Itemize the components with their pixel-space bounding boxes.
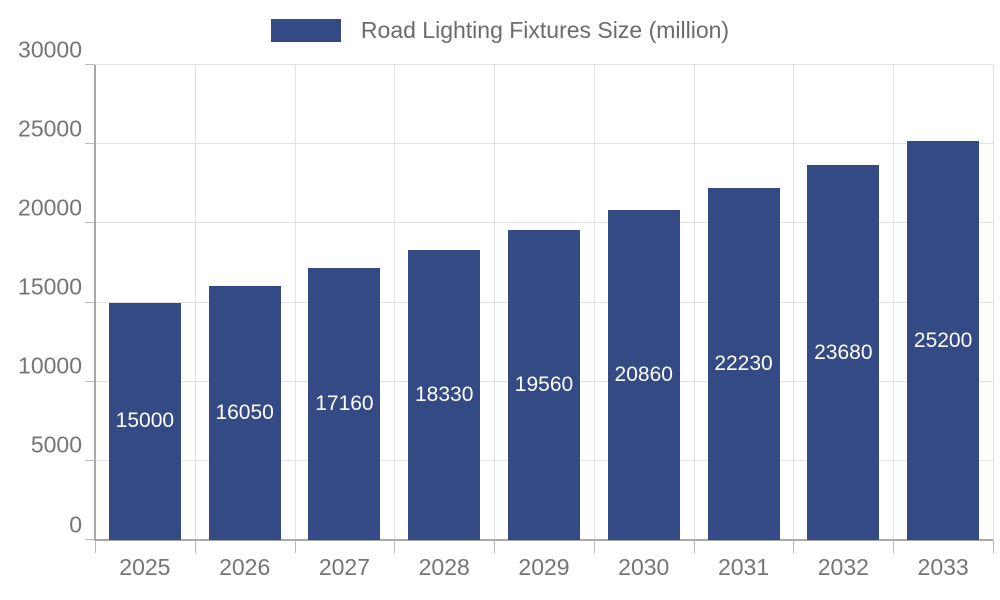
h-gridline — [95, 143, 993, 145]
y-axis-line — [94, 65, 96, 540]
x-axis-tick — [494, 540, 496, 553]
v-gridline — [593, 65, 595, 540]
y-axis-tick — [85, 539, 95, 540]
bar-value-label: 22230 — [714, 352, 773, 376]
bar-2025[interactable] — [108, 302, 181, 540]
y-axis-tick-label: 25000 — [18, 115, 82, 142]
y-axis-tick-label: 30000 — [18, 36, 82, 62]
bar-value-label: 25200 — [913, 328, 973, 352]
x-axis-tick-label: 2032 — [817, 554, 869, 580]
v-gridline — [793, 65, 795, 540]
y-axis-tick-label: 5000 — [30, 431, 82, 458]
x-axis-tick-label: 2026 — [219, 554, 271, 580]
v-gridline — [494, 65, 496, 540]
x-axis-tick — [893, 540, 895, 553]
x-axis-tick — [194, 540, 196, 553]
x-axis-tick-label: 2028 — [418, 554, 470, 580]
y-axis-tick — [85, 380, 95, 382]
x-axis-tick-label: 2027 — [318, 554, 371, 580]
bar-2029[interactable] — [508, 230, 580, 540]
v-gridline — [993, 65, 994, 540]
y-axis-tick — [85, 459, 95, 461]
x-axis-tick-label: 2031 — [717, 554, 770, 580]
x-axis-tick-label: 2033 — [917, 554, 969, 580]
x-axis-line — [94, 539, 993, 541]
bar-2030[interactable] — [607, 209, 680, 540]
bar-2026[interactable] — [208, 285, 281, 540]
x-axis-tick-label: 2025 — [119, 554, 171, 580]
x-axis-tick — [294, 540, 296, 553]
y-axis-tick — [85, 222, 95, 224]
y-axis-tick-label: 15000 — [18, 273, 82, 300]
y-axis-tick — [85, 301, 95, 303]
x-axis-tick — [95, 540, 96, 553]
bar-value-label: 18330 — [415, 382, 474, 406]
bar-value-label: 16050 — [215, 400, 274, 424]
y-axis-tick — [85, 64, 95, 65]
v-gridline — [294, 65, 296, 540]
bar-2032[interactable] — [807, 165, 880, 540]
legend-label: Road Lighting Fixtures Size (million) — [360, 17, 730, 43]
bar-value-label: 19560 — [514, 373, 574, 397]
v-gridline — [893, 65, 895, 540]
v-gridline — [394, 65, 396, 540]
x-axis-tick-label: 2030 — [618, 554, 670, 580]
x-axis-tick — [793, 540, 795, 553]
plot-area: 0 5000 10000 15000 20000 25000 30000 15000 2025 1… — [18, 36, 994, 580]
h-gridline — [95, 222, 993, 224]
y-axis-tick — [85, 143, 95, 145]
v-gridline — [194, 65, 196, 540]
bar-value-label: 23680 — [814, 340, 873, 364]
legend-swatch-icon — [270, 19, 341, 43]
x-axis-tick — [593, 540, 595, 553]
bar-2033[interactable] — [907, 141, 980, 540]
bar-2031[interactable] — [707, 188, 780, 540]
x-axis-tick — [693, 540, 695, 553]
y-axis-tick-label: 10000 — [18, 352, 82, 379]
v-gridline — [693, 65, 695, 540]
bar-value-label: 17160 — [315, 392, 374, 416]
x-axis-tick-label: 2029 — [518, 554, 570, 580]
bar-2027[interactable] — [308, 268, 381, 540]
x-axis-tick — [993, 540, 994, 553]
x-axis-tick — [394, 540, 396, 553]
bar-2028[interactable] — [408, 249, 481, 540]
legend[interactable]: Road Lighting Fixtures Size (million) — [0, 17, 1000, 43]
h-gridline — [95, 64, 993, 65]
bar-value-label: 20860 — [614, 362, 673, 386]
bar-value-label: 15000 — [115, 409, 175, 433]
y-axis-tick-label: 0 — [69, 511, 82, 537]
y-axis-tick-label: 20000 — [18, 194, 82, 221]
